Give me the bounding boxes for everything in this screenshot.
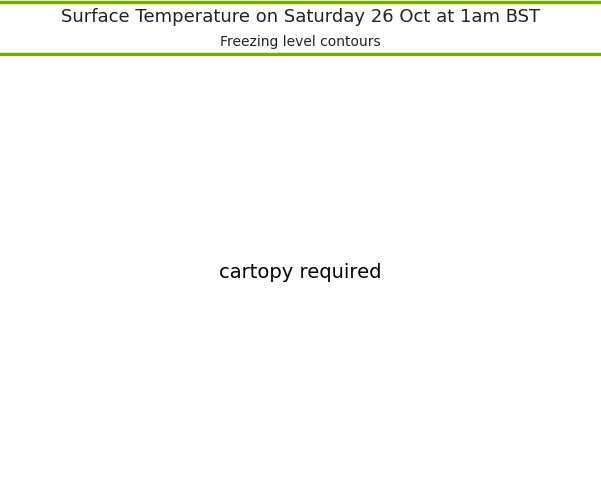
- Text: Surface Temperature on Saturday 26 Oct at 1am BST: Surface Temperature on Saturday 26 Oct a…: [61, 8, 540, 26]
- Text: cartopy required: cartopy required: [219, 263, 382, 282]
- Text: Freezing level contours: Freezing level contours: [220, 35, 381, 48]
